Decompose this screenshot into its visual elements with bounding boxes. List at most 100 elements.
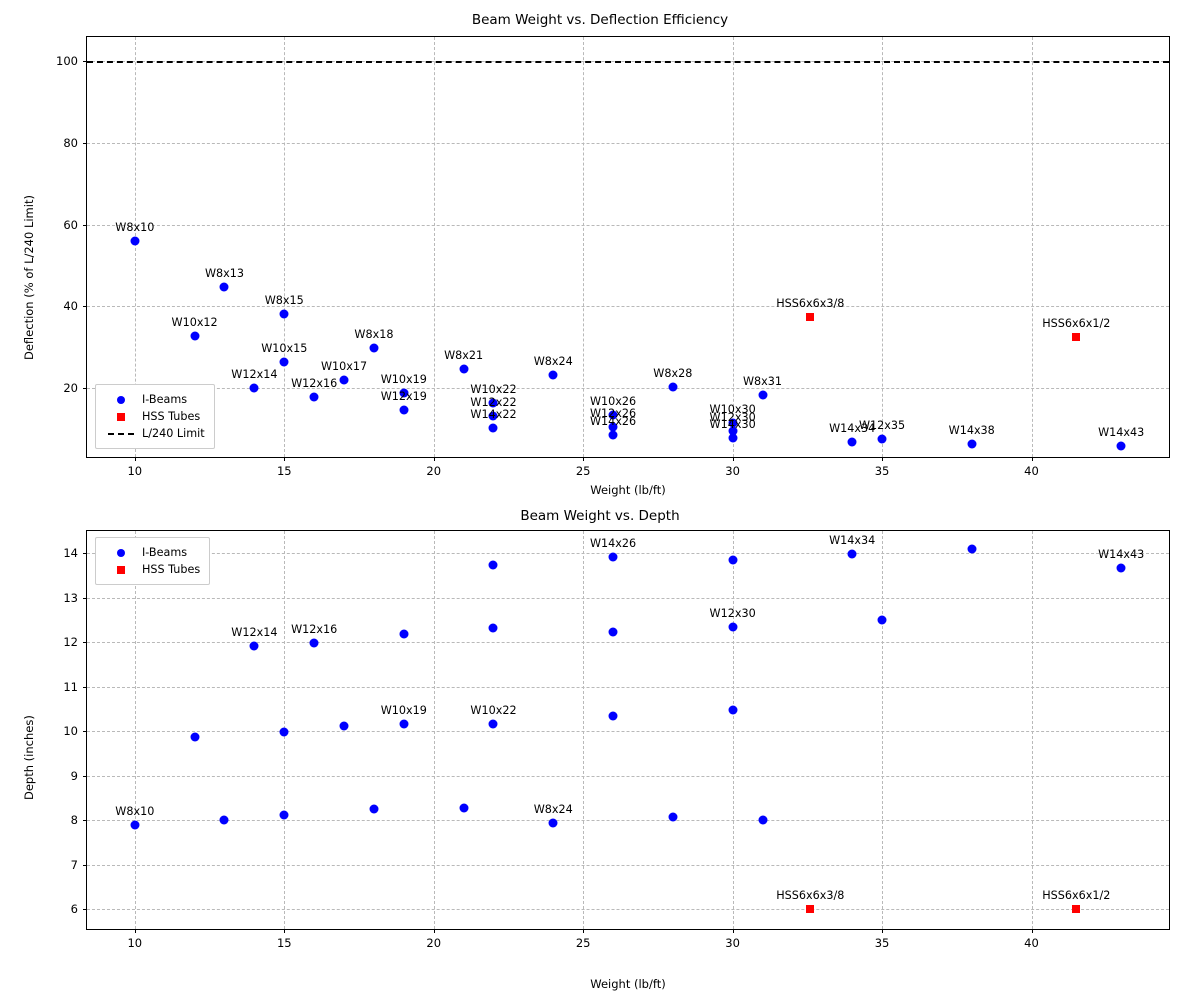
data-point-ibeam[interactable]: [608, 627, 618, 637]
legend-circle-icon: [117, 395, 125, 404]
data-point-ibeam[interactable]: [728, 418, 738, 428]
data-point-ibeam[interactable]: [459, 364, 469, 373]
data-point-ibeam[interactable]: [668, 812, 678, 822]
x-tick-mark: [732, 929, 734, 933]
data-point-label: W12x14: [231, 368, 278, 382]
data-point-ibeam[interactable]: [219, 282, 229, 292]
data-point-ibeam[interactable]: [668, 382, 678, 392]
gridline-horizontal: [87, 642, 1169, 644]
data-point-ibeam[interactable]: [608, 430, 618, 440]
data-point-ibeam[interactable]: [1116, 563, 1126, 573]
data-point-ibeam[interactable]: [369, 804, 379, 814]
legend-label: I-Beams: [142, 546, 188, 559]
legend-item-hss-tubes[interactable]: HSS Tubes: [104, 561, 200, 578]
data-point-ibeam[interactable]: [190, 732, 200, 742]
chart-title-top: Beam Weight vs. Deflection Efficiency: [471, 12, 729, 28]
data-point-ibeam[interactable]: [608, 422, 618, 432]
data-point-label: W12x30: [709, 411, 756, 425]
data-point-ibeam[interactable]: [459, 803, 469, 813]
data-point-ibeam[interactable]: [339, 721, 349, 731]
y-tick-label: 40: [63, 299, 78, 314]
data-point-ibeam[interactable]: [399, 629, 409, 639]
data-point-ibeam[interactable]: [967, 439, 977, 449]
data-point-ibeam[interactable]: [548, 818, 558, 828]
data-point-ibeam[interactable]: [1116, 441, 1126, 451]
data-point-label: W8x10: [115, 220, 155, 234]
data-point-label: W8x18: [354, 327, 394, 341]
data-point-ibeam[interactable]: [369, 343, 379, 353]
data-point-ibeam[interactable]: [608, 410, 618, 420]
data-point-ibeam[interactable]: [548, 370, 558, 380]
y-tick-label: 11: [63, 679, 78, 694]
data-point-label: W12x19: [380, 390, 427, 404]
data-point-ibeam[interactable]: [130, 236, 140, 246]
data-point-ibeam[interactable]: [309, 392, 319, 402]
data-point-ibeam[interactable]: [279, 357, 289, 367]
legend-marker: [104, 565, 138, 574]
data-point-ibeam[interactable]: [758, 815, 767, 825]
data-point-ibeam[interactable]: [488, 423, 498, 433]
y-tick-label: 6: [70, 901, 78, 916]
data-point-ibeam[interactable]: [728, 622, 738, 632]
data-point-ibeam[interactable]: [488, 560, 498, 570]
x-tick-mark: [583, 929, 585, 933]
data-point-ibeam[interactable]: [249, 383, 259, 393]
y-tick-label: 12: [63, 635, 78, 650]
data-point-label: W10x26: [589, 394, 637, 408]
data-point-ibeam[interactable]: [488, 398, 498, 408]
data-point-ibeam[interactable]: [279, 810, 289, 820]
data-point-ibeam[interactable]: [967, 544, 977, 554]
data-point-ibeam[interactable]: [758, 390, 767, 400]
plot-area-depth: 6 7 8 9 10 11 12 13 14 10 15 20 25 30 35 40 W8x10 W12x14…: [63, 530, 1170, 950]
data-point-label: W12x30: [709, 607, 756, 621]
data-point-ibeam[interactable]: [249, 641, 259, 651]
data-point-hss[interactable]: [1072, 904, 1081, 913]
data-point-ibeam[interactable]: [847, 549, 857, 559]
data-point-label: W14x26: [589, 537, 637, 551]
data-point-hss[interactable]: [806, 313, 815, 322]
legend-item-i-beams[interactable]: I-Beams: [104, 544, 200, 561]
legend-item-hss-tubes[interactable]: HSS Tubes: [104, 408, 205, 425]
gridline-horizontal: [87, 597, 1169, 599]
data-point-ibeam[interactable]: [728, 555, 738, 565]
data-point-ibeam[interactable]: [488, 623, 498, 633]
legend-item-l-240-limit[interactable]: L/240 Limit: [104, 425, 205, 442]
data-point-label: W8x24: [533, 803, 573, 817]
chart-panel-deflection: Beam Weight vs. Deflection Efficiency 20…: [22, 12, 1170, 497]
data-point-hss[interactable]: [1072, 332, 1081, 341]
data-point-ibeam[interactable]: [608, 552, 618, 562]
data-point-ibeam[interactable]: [399, 388, 409, 398]
data-point-ibeam[interactable]: [728, 426, 738, 436]
data-point-label: W14x30: [709, 418, 756, 432]
data-point-ibeam[interactable]: [877, 615, 887, 625]
data-point-ibeam[interactable]: [219, 815, 229, 825]
legend-top[interactable]: I-Beams HSS Tubes L/240 Limit: [95, 384, 215, 449]
data-point-ibeam[interactable]: [728, 705, 738, 715]
legend-bottom[interactable]: I-Beams HSS Tubes: [95, 537, 211, 585]
legend-dashed-line-icon: [108, 432, 134, 435]
data-point-ibeam[interactable]: [877, 434, 887, 444]
legend-item-i-beams[interactable]: I-Beams: [104, 391, 205, 408]
data-point-ibeam[interactable]: [190, 331, 200, 341]
data-point-ibeam[interactable]: [279, 727, 289, 737]
data-point-ibeam[interactable]: [399, 405, 409, 415]
data-point-hss[interactable]: [806, 904, 815, 913]
data-point-ibeam[interactable]: [608, 711, 618, 721]
data-point-ibeam[interactable]: [339, 375, 349, 385]
y-tick-label: 10: [63, 724, 78, 739]
data-point-ibeam[interactable]: [130, 820, 140, 830]
legend-square-icon: [117, 412, 125, 421]
data-point-ibeam[interactable]: [847, 437, 857, 447]
legend-label: I-Beams: [142, 393, 188, 406]
data-point-ibeam[interactable]: [488, 719, 498, 729]
data-point-ibeam[interactable]: [399, 719, 409, 729]
data-point-ibeam[interactable]: [279, 309, 289, 319]
gridline-vertical: [134, 37, 136, 457]
y-tick-mark: [83, 686, 87, 688]
data-point-ibeam[interactable]: [488, 411, 498, 421]
data-point-ibeam[interactable]: [728, 433, 738, 443]
legend-marker: [104, 432, 138, 435]
data-point-ibeam[interactable]: [309, 638, 319, 648]
y-tick-label: 14: [63, 546, 78, 561]
x-tick-mark: [433, 457, 435, 461]
